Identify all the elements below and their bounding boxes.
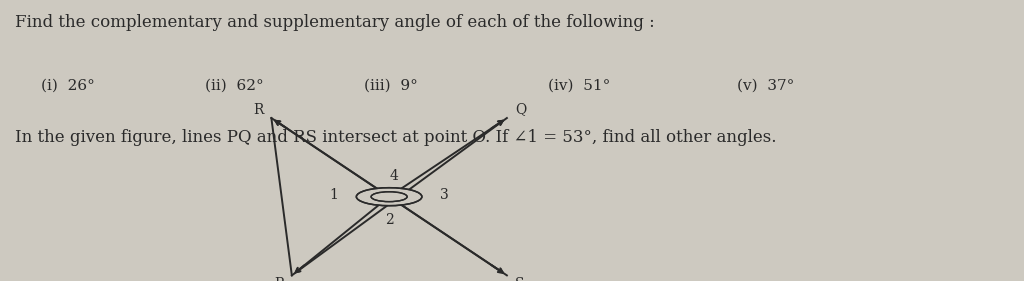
- Text: (iii)  9°: (iii) 9°: [364, 79, 418, 93]
- Text: (i)  26°: (i) 26°: [41, 79, 95, 93]
- Text: 2: 2: [385, 213, 393, 227]
- Text: R: R: [253, 103, 263, 117]
- Text: 4: 4: [390, 169, 398, 183]
- Text: 3: 3: [440, 188, 450, 202]
- Text: In the given figure, lines PQ and RS intersect at point O. If ∠1 = 53°, find all: In the given figure, lines PQ and RS int…: [15, 129, 777, 146]
- Text: Q: Q: [515, 103, 526, 117]
- Text: Find the complementary and supplementary angle of each of the following :: Find the complementary and supplementary…: [15, 14, 655, 31]
- Text: S: S: [515, 277, 524, 281]
- Text: (v)  37°: (v) 37°: [737, 79, 795, 93]
- Text: O: O: [393, 191, 401, 201]
- Text: (iv)  51°: (iv) 51°: [548, 79, 610, 93]
- Text: 1: 1: [329, 188, 338, 202]
- Text: P: P: [274, 277, 284, 281]
- Circle shape: [356, 188, 422, 206]
- Text: (ii)  62°: (ii) 62°: [205, 79, 263, 93]
